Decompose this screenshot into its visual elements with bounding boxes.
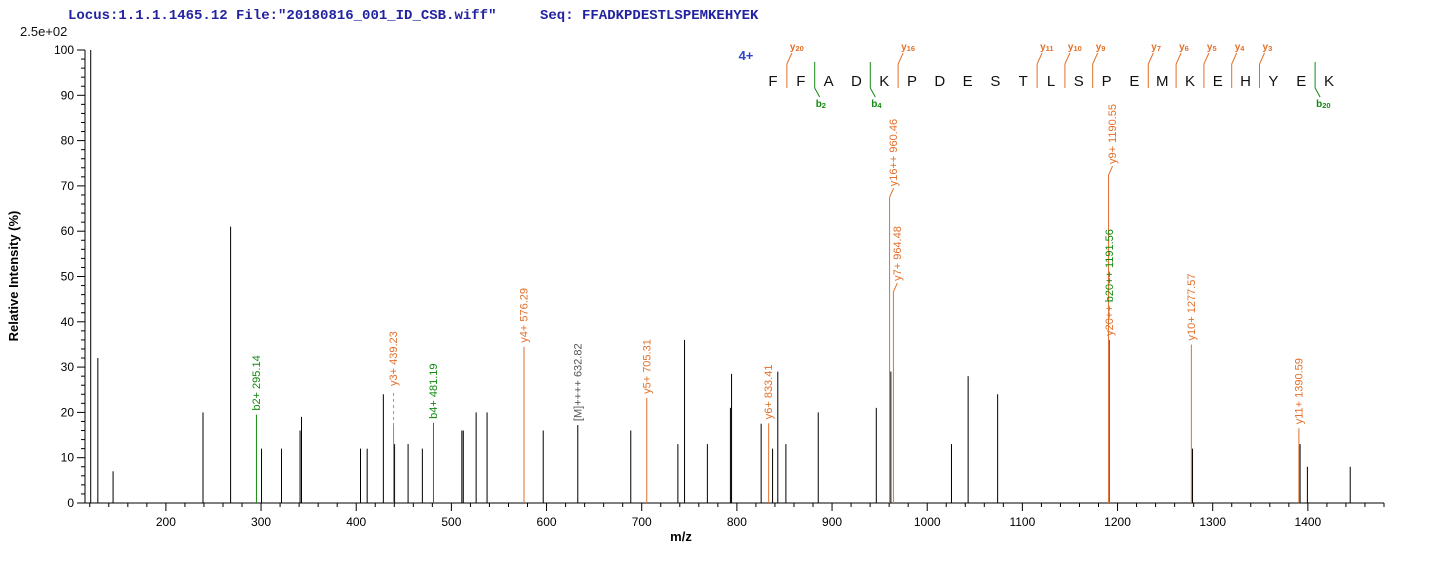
fragment-cut-b2-slant (814, 87, 821, 98)
fragment-label-b2: b2 (816, 99, 826, 110)
y-tick-label: 80 (61, 134, 75, 148)
fragment-cut-y16-slant (897, 52, 904, 65)
sequence-letter: A (824, 73, 834, 90)
header-locus-file: Locus:1.1.1.1465.12 File:"20180816_001_I… (68, 8, 497, 24)
x-tick-label: 900 (822, 515, 842, 529)
sequence-letter: K (1324, 73, 1334, 90)
fragment-label-b20: b20 (1316, 99, 1330, 110)
annotation-label: b4+ 481.19 (428, 363, 440, 418)
fragment-cut-y20-slant (786, 52, 793, 65)
sequence-letter: P (907, 73, 917, 90)
fragment-cut-y4-slant (1231, 52, 1238, 65)
y-tick-label: 40 (61, 315, 75, 329)
fragment-label-y20: y20 (790, 42, 804, 53)
x-tick-label: 600 (537, 515, 557, 529)
fragment-cut-y9-slant (1092, 52, 1099, 65)
header-sequence: Seq: FFADKPDESTLSPEMKEHYEK (540, 8, 759, 24)
annotation-label: y9+ 1190.55 (1107, 104, 1119, 164)
fragment-label-y4: y4 (1235, 42, 1246, 53)
fragment-label-y7: y7 (1151, 42, 1161, 53)
x-tick-label: 1400 (1295, 515, 1322, 529)
annotation-label: y11+ 1390.59 (1293, 358, 1305, 424)
x-axis-title: m/z (670, 529, 692, 544)
fragment-label-y9: y9 (1096, 42, 1106, 53)
intensity-scale-note: 2.5e+02 (20, 24, 68, 39)
annotation-label: y20++ b20++ 1191.56 (1104, 229, 1116, 336)
sequence-letter: T (1019, 73, 1028, 90)
annotation-label: y6+ 833.41 (763, 365, 775, 420)
annotation-label: y4+ 576.29 (518, 288, 530, 343)
x-tick-label: 1100 (1009, 515, 1035, 529)
sequence-letter: E (1129, 73, 1139, 90)
x-tick-label: 1000 (914, 515, 941, 529)
fragment-label-b4: b4 (871, 99, 882, 110)
y-tick-label: 10 (61, 451, 75, 465)
sequence-letter: F (768, 73, 777, 90)
sequence-letter: E (1213, 73, 1223, 90)
x-tick-label: 800 (727, 515, 747, 529)
annotation-label: b2+ 295.14 (251, 355, 263, 410)
fragment-label-y11: y11 (1040, 42, 1054, 53)
sequence-letter: E (1296, 73, 1306, 90)
annotation-label: y10+ 1277.57 (1186, 273, 1198, 340)
annotation-label: y7+ 964.48 (892, 226, 904, 281)
sequence-letter: S (1074, 73, 1084, 90)
y-axis-title: Relative Intensity (%) (6, 211, 21, 342)
annotation-label: [M]++++ 632.82 (572, 343, 584, 421)
x-tick-label: 300 (251, 515, 271, 529)
sequence-letter: E (963, 73, 973, 90)
fragment-cut-y6-slant (1175, 52, 1182, 65)
sequence-letter: H (1240, 73, 1251, 90)
y-tick-label: 100 (54, 43, 74, 57)
x-tick-label: 1300 (1199, 515, 1226, 529)
annotation-leader (889, 188, 895, 198)
x-tick-label: 400 (346, 515, 366, 529)
fragment-cut-y5-slant (1203, 52, 1210, 65)
sequence-letter: F (796, 73, 805, 90)
fragment-cut-y7-slant (1147, 52, 1154, 65)
fragment-label-y10: y10 (1068, 42, 1082, 53)
x-tick-label: 700 (632, 515, 652, 529)
sequence-letter: M (1156, 73, 1169, 90)
sequence-letter: D (851, 73, 862, 90)
x-tick-label: 200 (156, 515, 176, 529)
fragment-label-y6: y6 (1179, 42, 1189, 53)
annotation-leader (892, 282, 898, 293)
fragment-cut-y11-slant (1036, 52, 1043, 65)
sequence-letter: K (1185, 73, 1195, 90)
x-tick-label: 1200 (1104, 515, 1131, 529)
fragment-label-y16: y16 (901, 42, 915, 53)
y-tick-label: 60 (61, 224, 75, 238)
annotation-leader (1108, 165, 1114, 176)
sequence-letter: K (879, 73, 889, 90)
sequence-letter: S (990, 73, 1000, 90)
y-tick-label: 0 (67, 496, 74, 510)
annotation-label: y3+ 439.23 (388, 331, 400, 386)
sequence-letter: P (1102, 73, 1112, 90)
y-tick-label: 50 (61, 270, 75, 284)
fragment-cut-y10-slant (1064, 52, 1071, 65)
fragment-label-y5: y5 (1207, 42, 1217, 53)
sequence-letter: L (1047, 73, 1055, 90)
y-tick-label: 70 (61, 179, 75, 193)
precursor-charge: 4+ (739, 48, 754, 63)
fragment-cut-b20-slant (1314, 87, 1321, 98)
y-tick-label: 30 (61, 360, 75, 374)
y-tick-label: 20 (61, 405, 75, 419)
y-tick-label: 90 (61, 88, 75, 102)
annotation-label: y5+ 705.31 (641, 339, 653, 394)
fragment-label-y3: y3 (1263, 42, 1273, 53)
sequence-letter: D (934, 73, 945, 90)
fragment-cut-b4-slant (869, 87, 876, 98)
x-tick-label: 500 (441, 515, 461, 529)
sequence-letter: Y (1268, 73, 1278, 90)
annotation-label: y16++ 960.46 (888, 119, 900, 186)
fragment-cut-y3-slant (1259, 52, 1265, 65)
